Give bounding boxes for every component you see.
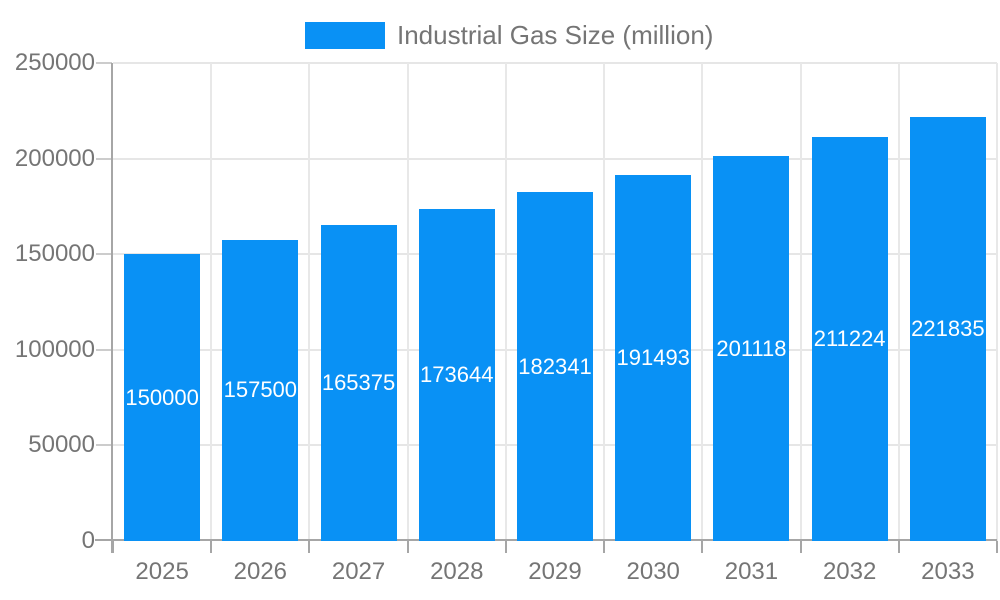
bar: 201118: [713, 156, 790, 541]
y-axis-tick: [96, 444, 112, 447]
bar-value-label: 201118: [716, 335, 787, 361]
bar-value-label: 173644: [420, 362, 494, 387]
x-axis-tick: [112, 541, 114, 553]
gridline-vertical: [897, 63, 900, 541]
bar: 173644: [418, 209, 495, 541]
bar-value-label: 157500: [223, 377, 298, 403]
y-axis-tick: [96, 62, 112, 64]
gridline-vertical: [308, 63, 311, 541]
legend-swatch: [305, 21, 385, 49]
gridline-vertical: [799, 63, 802, 541]
x-axis-tick: [897, 541, 900, 553]
x-axis-label: 2028: [430, 558, 484, 585]
x-axis-label: 2032: [822, 558, 877, 585]
bar: 221835: [909, 116, 986, 541]
x-axis-tick: [996, 541, 998, 553]
gridline-vertical: [504, 63, 507, 541]
x-axis-tick: [504, 541, 507, 553]
gridline-horizontal: [113, 62, 997, 64]
bar: 211224: [811, 137, 888, 541]
x-axis-tick: [701, 541, 704, 553]
bar: 182341: [517, 192, 593, 541]
gridline-vertical: [996, 63, 998, 541]
y-axis-label: 100000: [14, 335, 95, 363]
x-axis-label: 2031: [724, 558, 779, 585]
gridline-vertical: [603, 63, 606, 541]
x-axis-label: 2025: [135, 558, 189, 585]
x-axis-label: 2027: [331, 558, 386, 585]
x-axis-tick: [406, 541, 409, 553]
bar: 150000: [124, 254, 201, 541]
x-axis-label: 2026: [233, 558, 288, 585]
bar: 157500: [222, 239, 299, 541]
bar-value-label: 150000: [125, 384, 199, 410]
gridline-vertical: [210, 63, 213, 541]
legend: Industrial Gas Size (million): [305, 19, 714, 50]
y-axis-tick: [96, 348, 112, 351]
y-axis-tick: [96, 157, 112, 160]
x-axis-tick: [210, 541, 213, 553]
gridline-vertical: [406, 63, 409, 541]
plot-area: 150000 157500 165375 173644 182341 191493 2011…: [113, 62, 998, 541]
x-axis-label: 2029: [528, 558, 582, 585]
x-axis-label: 2030: [626, 558, 680, 585]
bar: 191493: [615, 174, 692, 541]
bar-value-label: 165375: [321, 369, 396, 395]
x-axis-label: 2033: [921, 558, 975, 585]
y-axis-label: 50000: [28, 431, 95, 459]
bar-value-label: 221835: [911, 315, 985, 341]
bar: 165375: [320, 224, 397, 541]
x-axis-tick: [308, 541, 311, 553]
gridline-horizontal: [113, 157, 997, 160]
bar-value-label: 182341: [518, 353, 592, 379]
bar-value-label: 191493: [616, 344, 690, 370]
y-axis-label: 250000: [14, 49, 95, 76]
y-axis-tick: [96, 253, 112, 256]
y-axis-line: [111, 63, 113, 553]
gridline-vertical: [701, 63, 704, 541]
x-axis-tick: [799, 541, 802, 553]
x-axis-tick: [603, 541, 606, 553]
bar-value-label: 211224: [813, 326, 886, 352]
y-axis-label: 200000: [14, 144, 95, 172]
y-axis-label: 0: [81, 527, 95, 554]
legend-label: Industrial Gas Size (million): [397, 19, 714, 50]
y-axis-label: 150000: [14, 240, 95, 268]
